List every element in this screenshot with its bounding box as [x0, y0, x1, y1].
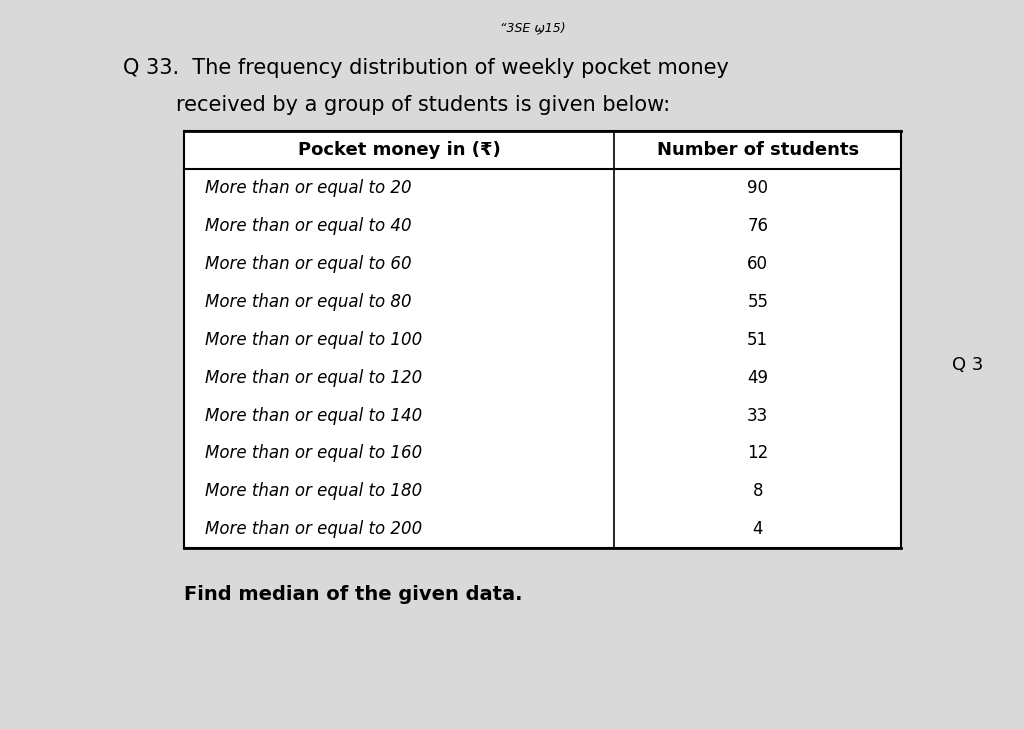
Text: 12: 12: [748, 445, 768, 462]
Text: More than or equal to 80: More than or equal to 80: [205, 293, 412, 311]
Text: More than or equal to 20: More than or equal to 20: [205, 179, 412, 197]
Text: 76: 76: [748, 217, 768, 235]
Text: More than or equal to 160: More than or equal to 160: [205, 445, 422, 462]
Text: received by a group of students is given below:: received by a group of students is given…: [123, 95, 670, 114]
Text: Pocket money in (₹): Pocket money in (₹): [298, 141, 501, 159]
Text: 90: 90: [748, 179, 768, 197]
Text: 33: 33: [748, 407, 768, 424]
Text: More than or equal to 40: More than or equal to 40: [205, 217, 412, 235]
Text: Q 3: Q 3: [952, 356, 984, 373]
Text: Q 33.  The frequency distribution of weekly pocket money: Q 33. The frequency distribution of week…: [123, 58, 729, 78]
Text: More than or equal to 140: More than or equal to 140: [205, 407, 422, 424]
Text: 55: 55: [748, 293, 768, 311]
Text: 60: 60: [748, 255, 768, 273]
Text: 51: 51: [748, 331, 768, 348]
Text: 8: 8: [753, 483, 763, 500]
Text: Number of students: Number of students: [656, 141, 859, 159]
Text: 4: 4: [753, 521, 763, 538]
Text: More than or equal to 200: More than or equal to 200: [205, 521, 422, 538]
Text: More than or equal to 180: More than or equal to 180: [205, 483, 422, 500]
Text: More than or equal to 100: More than or equal to 100: [205, 331, 422, 348]
Text: 49: 49: [748, 369, 768, 386]
Text: Find median of the given data.: Find median of the given data.: [184, 585, 523, 604]
Text: More than or equal to 60: More than or equal to 60: [205, 255, 412, 273]
Text: More than or equal to 120: More than or equal to 120: [205, 369, 422, 386]
Text: “3SE ϣ15): “3SE ϣ15): [500, 22, 565, 35]
